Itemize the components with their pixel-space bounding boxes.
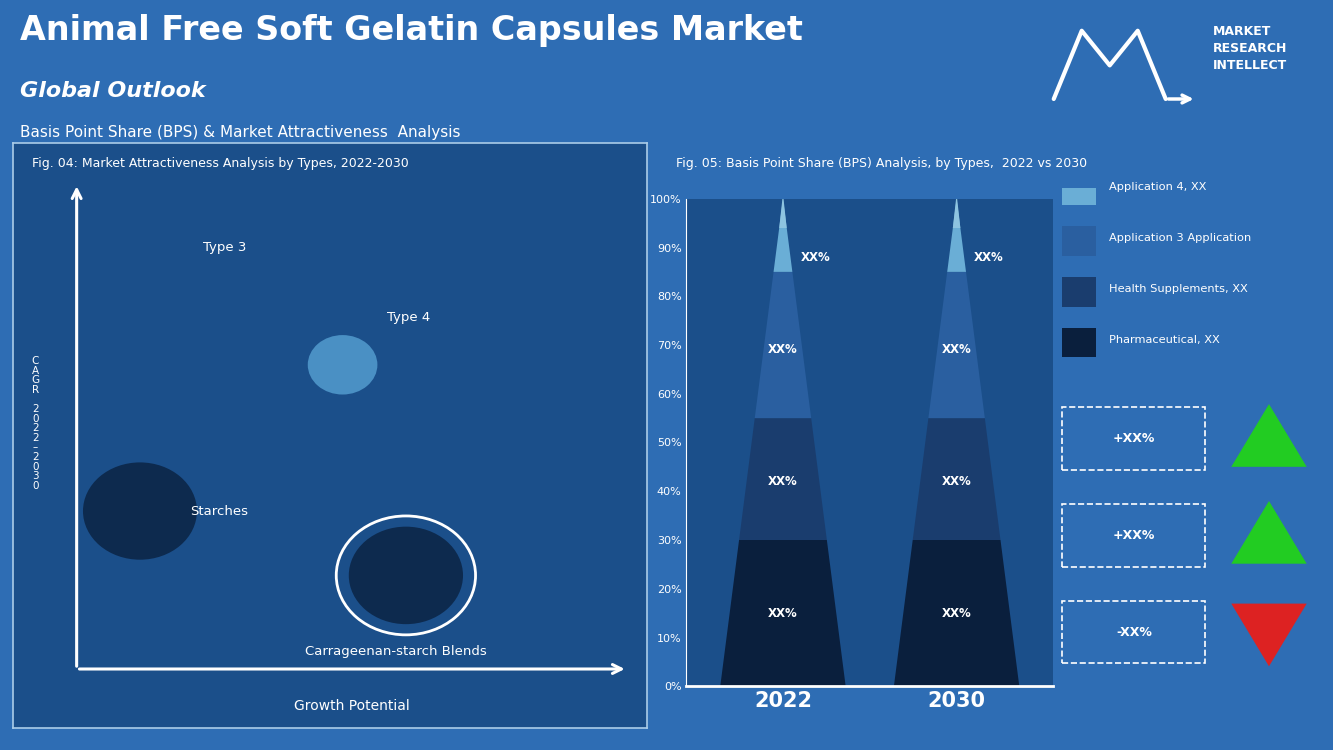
Polygon shape — [720, 540, 845, 686]
Text: XX%: XX% — [800, 251, 830, 264]
Text: XX%: XX% — [941, 475, 972, 488]
Polygon shape — [780, 194, 786, 228]
Text: Type 4: Type 4 — [387, 311, 431, 325]
Ellipse shape — [92, 249, 213, 352]
Text: Growth Potential: Growth Potential — [295, 699, 411, 712]
Polygon shape — [928, 272, 985, 418]
Polygon shape — [894, 540, 1020, 686]
Text: Global Outlook: Global Outlook — [20, 82, 205, 101]
Polygon shape — [913, 418, 1001, 540]
Ellipse shape — [308, 335, 377, 394]
Text: XX%: XX% — [941, 344, 972, 356]
FancyBboxPatch shape — [1062, 328, 1096, 358]
Text: Animal Free Soft Gelatin Capsules Market: Animal Free Soft Gelatin Capsules Market — [20, 14, 804, 46]
Polygon shape — [1232, 604, 1306, 666]
Polygon shape — [948, 199, 966, 272]
Text: Application 3 Application: Application 3 Application — [1109, 233, 1252, 243]
Ellipse shape — [83, 463, 197, 560]
FancyBboxPatch shape — [1062, 226, 1096, 256]
Text: Type 3: Type 3 — [203, 242, 247, 254]
Text: XX%: XX% — [768, 475, 798, 488]
Text: XX%: XX% — [974, 251, 1004, 264]
Text: XX%: XX% — [768, 344, 798, 356]
Text: Starches: Starches — [191, 505, 249, 518]
Polygon shape — [754, 272, 812, 418]
Text: -XX%: -XX% — [1116, 626, 1152, 638]
Text: XX%: XX% — [941, 607, 972, 619]
Text: Pharmaceutical, XX: Pharmaceutical, XX — [1109, 334, 1220, 344]
Text: XX%: XX% — [768, 607, 798, 619]
Text: C
A
G
R
 
2
0
2
2
–
2
0
3
0: C A G R 2 0 2 2 – 2 0 3 0 — [32, 356, 40, 490]
Text: Basis Point Share (BPS) & Market Attractiveness  Analysis: Basis Point Share (BPS) & Market Attract… — [20, 124, 461, 140]
Text: MARKET
RESEARCH
INTELLECT: MARKET RESEARCH INTELLECT — [1213, 25, 1288, 72]
Text: +XX%: +XX% — [1113, 529, 1154, 542]
Text: Carrageenan-starch Blends: Carrageenan-starch Blends — [304, 645, 487, 658]
Text: +XX%: +XX% — [1113, 432, 1154, 445]
Text: Fig. 04: Market Attractiveness Analysis by Types, 2022-2030: Fig. 04: Market Attractiveness Analysis … — [32, 158, 409, 170]
Polygon shape — [953, 194, 960, 228]
Text: Application 4, XX: Application 4, XX — [1109, 182, 1206, 193]
Polygon shape — [773, 199, 792, 272]
Text: Health Supplements, XX: Health Supplements, XX — [1109, 284, 1248, 294]
FancyBboxPatch shape — [1062, 176, 1096, 206]
FancyBboxPatch shape — [1062, 277, 1096, 307]
Polygon shape — [738, 418, 826, 540]
Polygon shape — [1232, 404, 1306, 466]
Text: Fig. 05: Basis Point Share (BPS) Analysis, by Types,  2022 vs 2030: Fig. 05: Basis Point Share (BPS) Analysi… — [676, 158, 1086, 170]
Ellipse shape — [349, 526, 463, 624]
Polygon shape — [1232, 501, 1306, 564]
